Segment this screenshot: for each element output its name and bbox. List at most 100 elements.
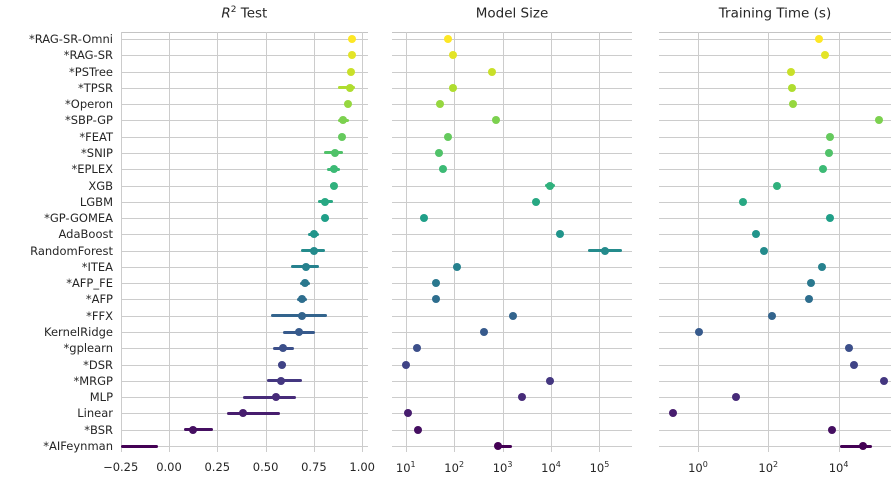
- data-point: [347, 51, 356, 60]
- gridline-horizontal: [120, 250, 368, 252]
- x-tick-label: 105: [589, 459, 610, 475]
- gridline-horizontal: [120, 446, 368, 447]
- row-label: *ITEA: [81, 259, 113, 274]
- error-bar: [184, 428, 214, 432]
- gridline-vertical: [362, 31, 364, 452]
- gridline-vertical: [599, 31, 601, 452]
- gridline-horizontal: [659, 87, 891, 89]
- error-bar: [243, 395, 296, 399]
- data-point: [669, 409, 678, 418]
- data-point: [555, 230, 564, 239]
- row-label: *EPLEX: [71, 162, 113, 177]
- data-point: [453, 262, 462, 271]
- gridline-horizontal: [392, 348, 632, 350]
- title-text: Test: [236, 5, 268, 22]
- data-point: [401, 360, 410, 369]
- panel-top-border: [659, 31, 891, 33]
- gridline-vertical: [169, 31, 170, 452]
- data-point: [509, 311, 518, 320]
- data-point: [752, 230, 761, 239]
- data-point: [844, 344, 853, 353]
- row-label: *PSTree: [69, 64, 113, 79]
- data-point: [491, 116, 500, 125]
- x-tick-label: 0.25: [204, 459, 231, 474]
- x-tick-label: 104: [541, 459, 561, 475]
- gridline-vertical: [697, 31, 699, 452]
- gridline-horizontal: [120, 39, 368, 40]
- data-point: [330, 165, 339, 174]
- gridline-horizontal: [659, 120, 891, 122]
- gridline-horizontal: [392, 136, 632, 138]
- data-point: [806, 279, 815, 288]
- data-point: [329, 181, 338, 190]
- data-point: [330, 148, 339, 157]
- gridline-horizontal: [659, 55, 891, 57]
- row-label: *SBP-GP: [64, 113, 113, 128]
- gridline-horizontal: [120, 266, 368, 268]
- data-point: [545, 376, 554, 385]
- gridline-horizontal: [659, 234, 891, 236]
- gridline-horizontal: [392, 299, 632, 301]
- data-point: [338, 132, 347, 141]
- data-point: [271, 393, 280, 402]
- data-point: [824, 148, 833, 157]
- data-point: [431, 295, 440, 304]
- data-point: [449, 83, 458, 92]
- row-label: *RAG-SR: [63, 48, 113, 63]
- title-italic-part: R: [221, 5, 231, 22]
- data-point: [789, 100, 798, 109]
- x-tick-label: 101: [395, 459, 416, 475]
- data-point: [600, 246, 609, 255]
- gridline-horizontal: [659, 104, 891, 106]
- panel-title-training-time: Training Time (s): [719, 5, 831, 22]
- panel-top-border: [120, 31, 368, 33]
- data-point: [309, 230, 318, 239]
- data-point: [731, 393, 740, 402]
- data-point: [321, 214, 330, 223]
- gridline-horizontal: [120, 136, 368, 138]
- row-label: RandomForest: [30, 243, 113, 258]
- gridline-horizontal: [120, 169, 368, 171]
- gridline-horizontal: [392, 234, 632, 236]
- data-point: [825, 214, 834, 223]
- gridline-horizontal: [120, 120, 368, 122]
- x-tick-label: 104: [828, 459, 849, 475]
- row-label: *FFX: [86, 308, 113, 323]
- row-label: *AFP: [85, 292, 113, 307]
- data-point: [787, 67, 796, 76]
- gridline-horizontal: [392, 185, 632, 187]
- gridline-horizontal: [392, 250, 632, 252]
- gridline-horizontal: [392, 87, 632, 89]
- data-point: [817, 262, 826, 271]
- panel-top-border: [392, 31, 632, 33]
- gridline-horizontal: [392, 364, 632, 366]
- row-label: *FEAT: [79, 129, 113, 144]
- gridline-horizontal: [659, 152, 891, 154]
- gridline-horizontal: [659, 218, 891, 220]
- data-point: [479, 328, 488, 337]
- gridline-horizontal: [392, 413, 632, 415]
- gridline-horizontal: [659, 397, 891, 399]
- row-label: XGB: [88, 178, 113, 193]
- data-point: [874, 116, 883, 125]
- gridline-horizontal: [659, 169, 891, 171]
- data-point: [339, 116, 348, 125]
- gridline-vertical: [454, 31, 456, 452]
- row-label: *GP-GOMEA: [44, 211, 113, 226]
- gridline-horizontal: [392, 104, 632, 106]
- row-label: *TPSR: [78, 80, 113, 95]
- title-text: Model Size: [475, 5, 549, 22]
- data-point: [431, 279, 440, 288]
- data-point: [298, 311, 307, 320]
- data-point: [827, 425, 836, 434]
- gridline-horizontal: [392, 152, 632, 154]
- data-point: [532, 197, 541, 206]
- data-point: [820, 51, 829, 60]
- gridline-horizontal: [392, 169, 632, 171]
- gridline-horizontal: [392, 55, 632, 57]
- gridline-horizontal: [392, 380, 632, 382]
- gridline-horizontal: [392, 39, 632, 40]
- x-tick-label: 102: [444, 459, 465, 475]
- data-point: [189, 425, 198, 434]
